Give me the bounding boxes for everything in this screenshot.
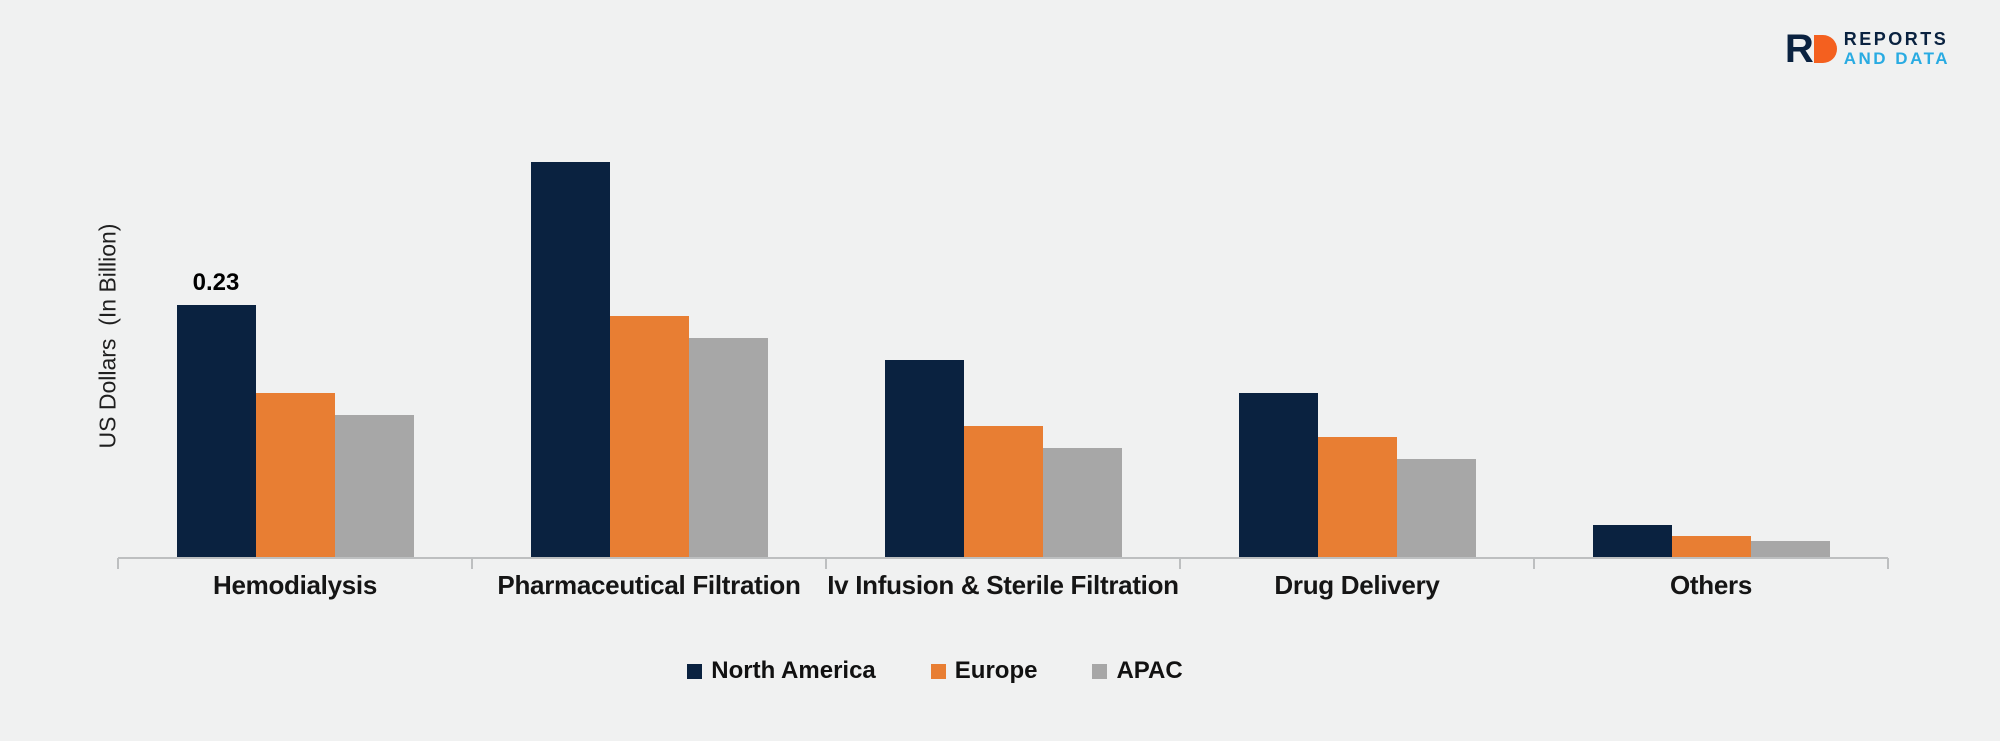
category-label-row: Hemodialysis Pharmaceutical Filtration Iv … xyxy=(118,570,1888,601)
bar-apac-2 xyxy=(1042,448,1122,558)
x-axis-line xyxy=(118,557,1888,559)
axis-tick xyxy=(117,558,119,569)
bar-north-america-0: 0.23 xyxy=(176,269,256,558)
bar-north-america-1 xyxy=(530,162,610,558)
data-label: 0.23 xyxy=(192,269,240,296)
bar-apac-1 xyxy=(688,338,768,558)
legend: North America Europe APAC xyxy=(50,657,1820,685)
legend-marker-icon xyxy=(687,663,703,679)
bar-apac-4 xyxy=(1750,541,1830,558)
legend-item-north-america: North America xyxy=(687,657,876,685)
logo-text-reports: REPORTS xyxy=(1843,29,1949,49)
category-label-4: Others xyxy=(1669,570,1752,600)
axis-tick xyxy=(1179,558,1181,569)
logo-r-glyph: R xyxy=(1784,26,1814,71)
bar-europe-2 xyxy=(963,426,1043,558)
axis-tick xyxy=(825,558,827,569)
legend-label: APAC xyxy=(1116,657,1183,684)
logo-mark: R xyxy=(1784,26,1837,71)
bar-europe-1 xyxy=(609,316,689,558)
legend-item-apac: APAC xyxy=(1092,657,1183,685)
bar-apac-0 xyxy=(334,415,414,558)
legend-item-europe: Europe xyxy=(930,657,1038,685)
category-label-3: Drug Delivery xyxy=(1274,570,1440,600)
bar-group-0: 0.23 xyxy=(118,0,472,558)
bar-group-4 xyxy=(1534,0,1888,558)
bar-group-3 xyxy=(1180,0,1534,558)
plot-area: 0.23 xyxy=(118,0,1888,558)
axis-tick xyxy=(1533,558,1535,569)
bar-north-america-4 xyxy=(1592,525,1672,558)
logo-text-and-data: AND DATA xyxy=(1843,49,1950,68)
category-label-1: Pharmaceutical Filtration xyxy=(497,570,801,600)
legend-marker-icon xyxy=(930,663,946,679)
bar-north-america-3 xyxy=(1238,393,1318,558)
reports-and-data-logo: R REPORTS AND DATA xyxy=(1784,26,1950,71)
bar-group-1 xyxy=(472,0,826,558)
bar-europe-3 xyxy=(1317,437,1397,558)
category-label-2: Iv Infusion & Sterile Filtration xyxy=(827,570,1179,600)
bar-north-america-2 xyxy=(884,360,964,558)
logo-d-glyph xyxy=(1813,34,1837,63)
bar-apac-3 xyxy=(1396,459,1476,558)
legend-label: Europe xyxy=(954,657,1038,684)
bar-group-2 xyxy=(826,0,1180,558)
axis-tick xyxy=(1887,558,1889,569)
legend-marker-icon xyxy=(1092,663,1108,679)
logo-text: REPORTS AND DATA xyxy=(1844,30,1950,67)
axis-tick xyxy=(471,558,473,569)
legend-label: North America xyxy=(711,657,876,684)
bar-europe-4 xyxy=(1671,536,1751,558)
bar-europe-0 xyxy=(255,393,335,558)
category-label-0: Hemodialysis xyxy=(212,570,378,600)
